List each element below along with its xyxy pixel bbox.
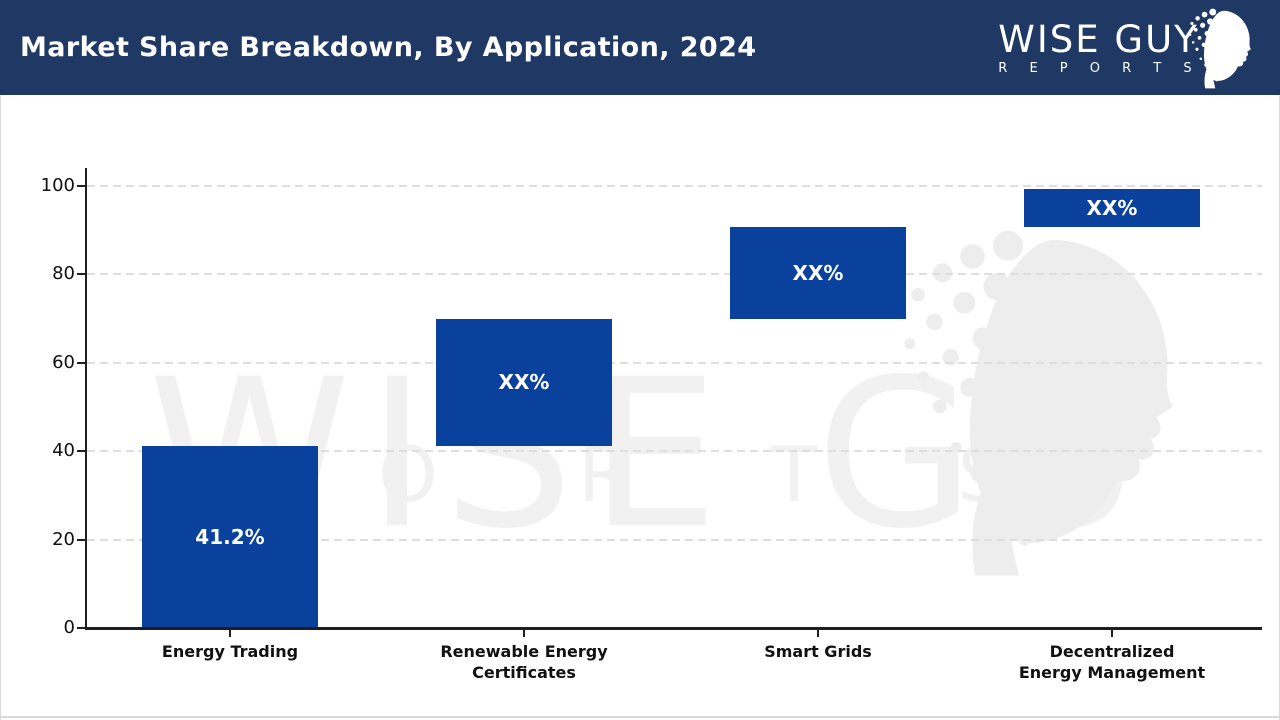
bar-value-label: XX%	[1086, 195, 1138, 220]
category-label-3: Decentralized Energy Management	[962, 641, 1262, 683]
gridline-100	[87, 185, 1262, 187]
category-label-1: Renewable Energy Certificates	[374, 641, 674, 683]
bottom-divider	[0, 716, 1280, 718]
gridline-80	[87, 273, 1262, 276]
category-label-line: Energy Management	[1018, 663, 1206, 682]
x-tick-3	[1111, 630, 1113, 637]
y-axis-line	[85, 168, 87, 630]
category-label-line: Certificates	[472, 663, 576, 682]
bar-value-label: 41.2%	[195, 524, 265, 549]
category-label-2: Smart Grids	[668, 641, 968, 662]
y-tick-label-0: 0	[63, 617, 75, 638]
y-tick-60	[77, 361, 85, 364]
category-label-0: Energy Trading	[80, 641, 380, 662]
y-tick-100	[77, 185, 85, 187]
logo-wordmark: WISE GUY	[998, 17, 1199, 61]
page-title: Market Share Breakdown, By Application, …	[20, 32, 757, 63]
category-label-line: Smart Grids	[764, 642, 872, 661]
y-tick-label-60: 60	[52, 351, 75, 373]
logo-head-icon	[1188, 8, 1251, 88]
bar-2: XX%	[730, 227, 906, 319]
wiseguy-logo: WISE GUY R E P O R T S	[998, 7, 1254, 89]
y-tick-0	[77, 627, 85, 629]
y-tick-80	[77, 273, 85, 276]
y-tick-label-40: 40	[52, 440, 75, 462]
y-tick-40	[77, 450, 85, 453]
frame-edge-left	[0, 95, 1, 720]
logo-text: WISE GUY R E P O R T S	[998, 21, 1200, 75]
category-label-line: Renewable Energy	[440, 642, 608, 661]
bar-0: 41.2%	[142, 445, 318, 628]
y-tick-20	[77, 538, 85, 541]
x-tick-2	[817, 630, 819, 637]
y-tick-label-20: 20	[52, 528, 75, 550]
category-label-line: Energy Trading	[161, 642, 299, 661]
bar-value-label: XX%	[792, 260, 844, 285]
category-label-line: Decentralized	[1049, 642, 1175, 661]
gridline-60	[87, 361, 1262, 364]
x-tick-1	[523, 630, 525, 637]
gridline-20	[87, 538, 1262, 541]
y-tick-label-80: 80	[52, 263, 75, 285]
y-tick-label-100: 100	[40, 175, 75, 196]
bar-1: XX%	[436, 318, 612, 446]
gridline-40	[87, 450, 1262, 453]
bar-3: XX%	[1024, 188, 1200, 228]
header-banner: Market Share Breakdown, By Application, …	[0, 0, 1280, 95]
logo-subtitle: R E P O R T S	[998, 60, 1201, 76]
x-axis-line	[85, 627, 1262, 630]
x-tick-0	[229, 630, 231, 637]
bar-value-label: XX%	[498, 370, 550, 395]
